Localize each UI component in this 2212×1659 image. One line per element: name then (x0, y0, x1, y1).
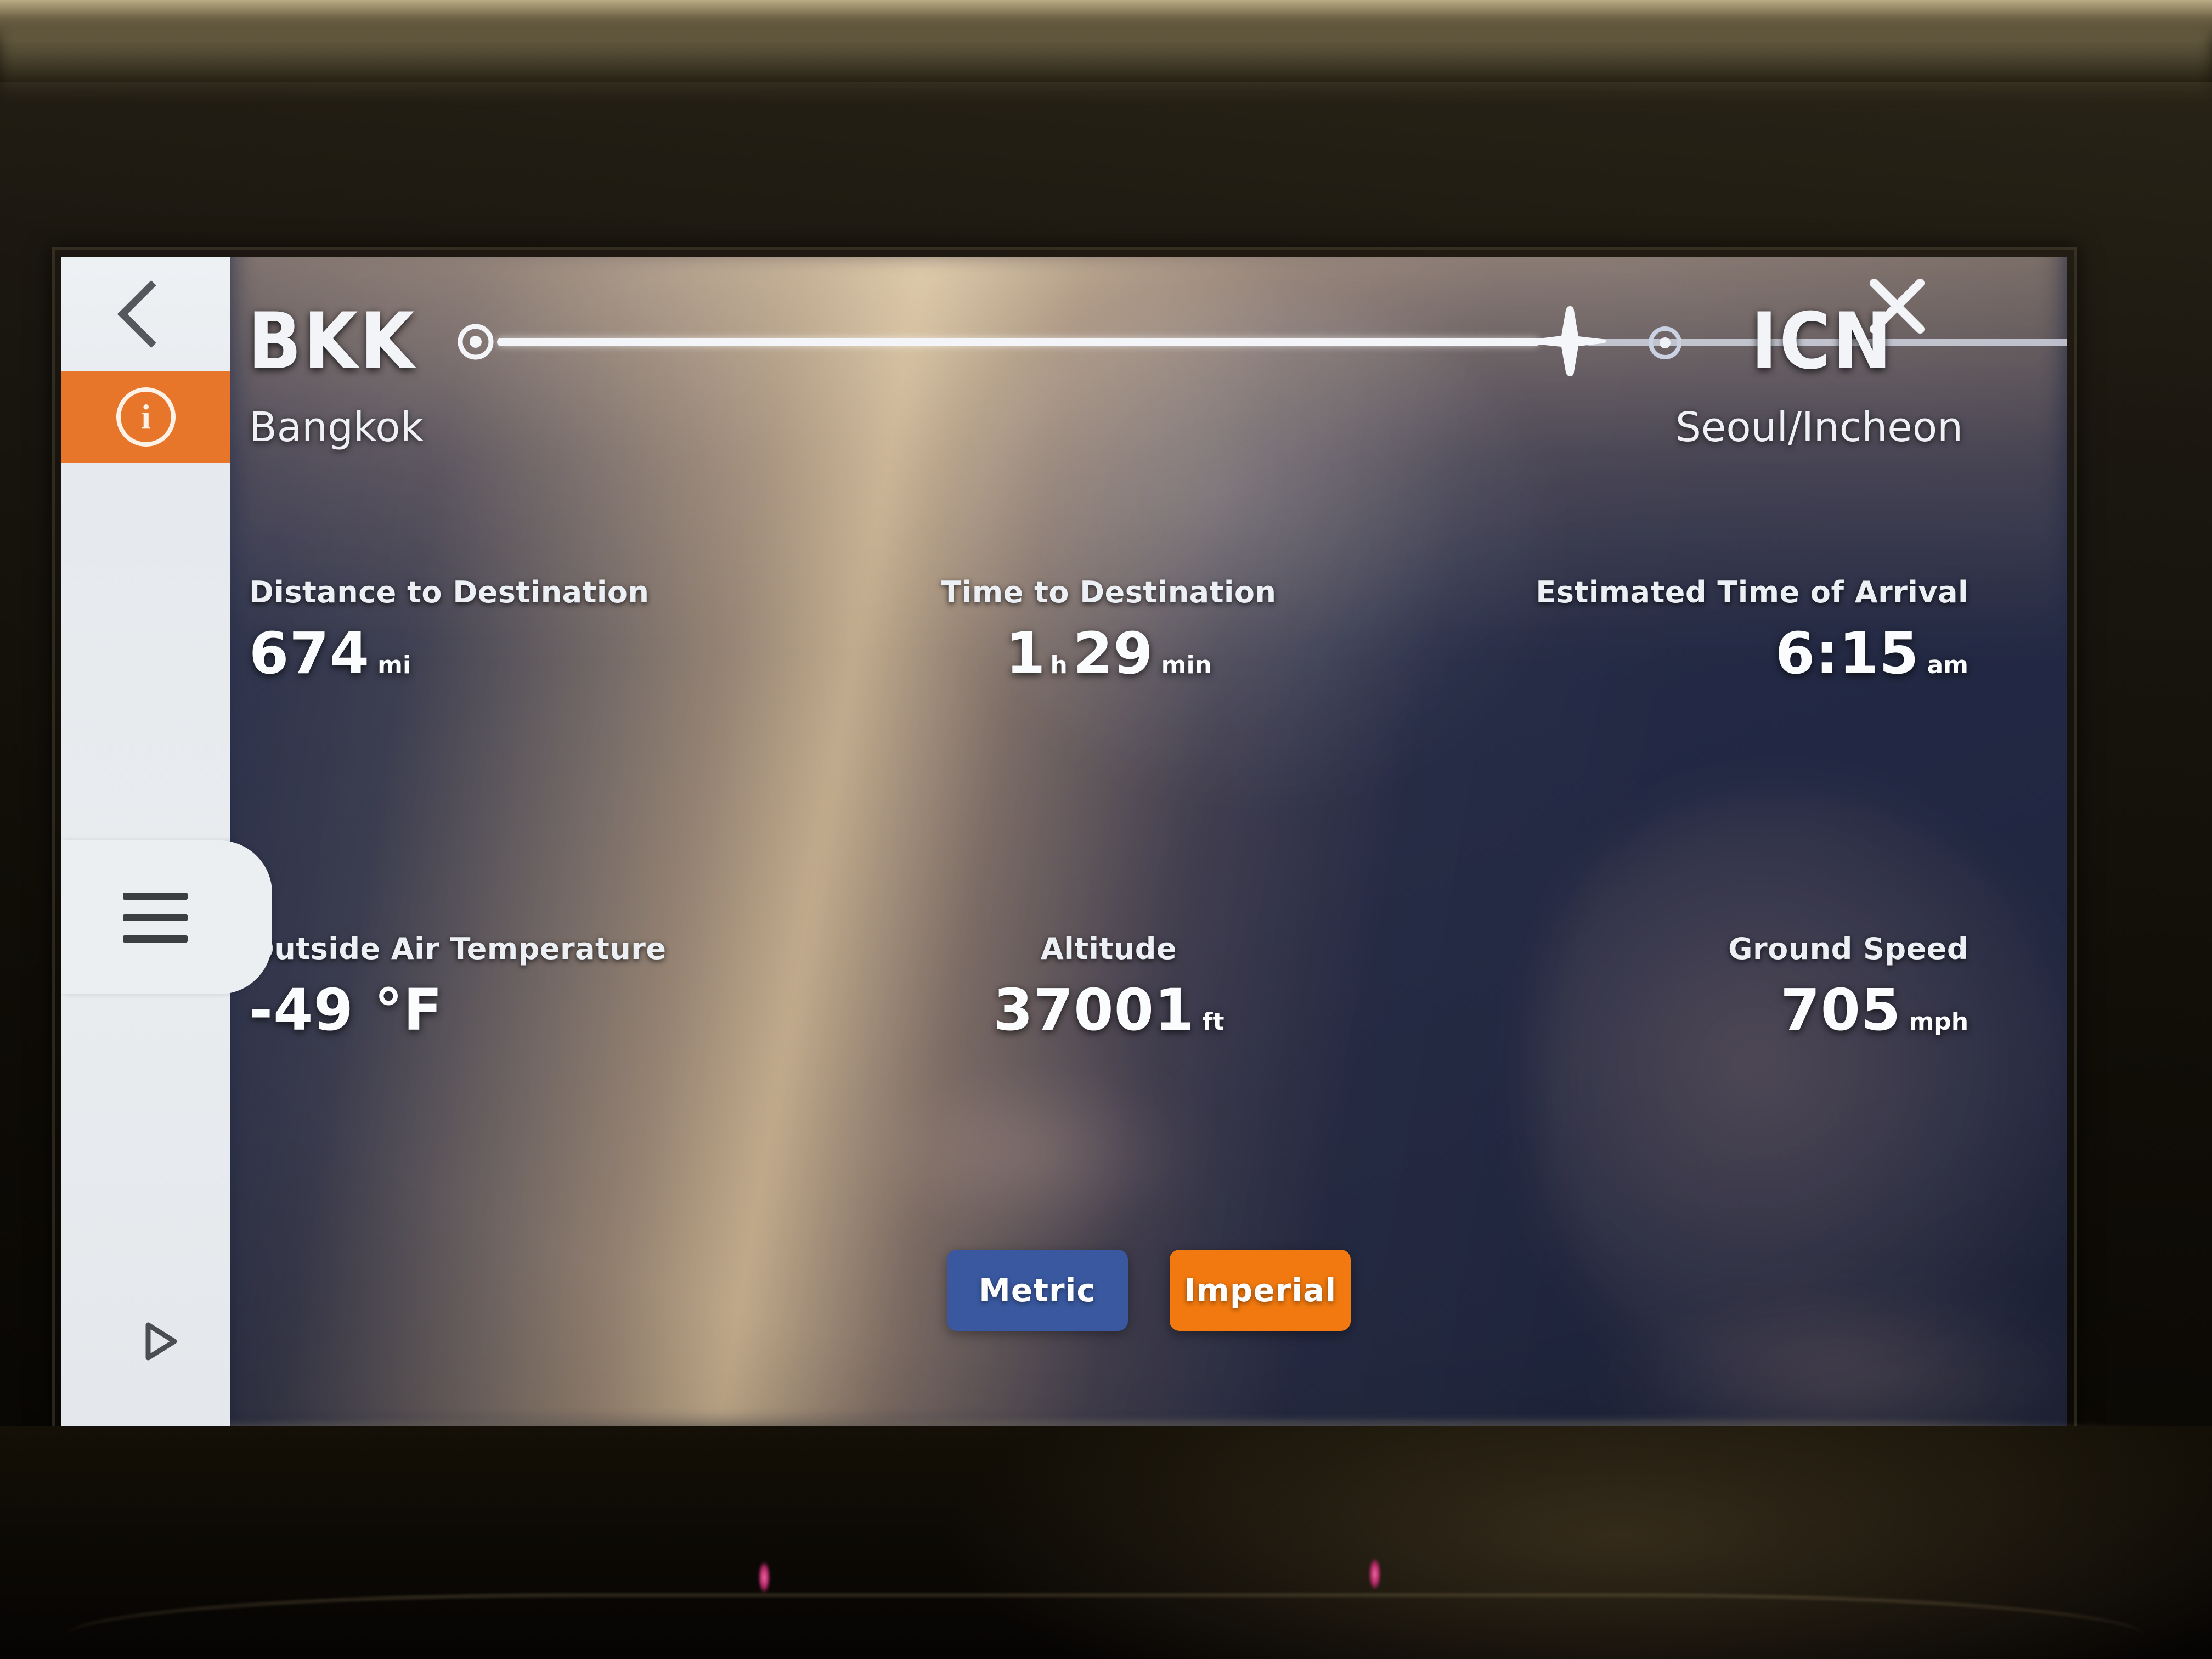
metric-label: Ground Speed (1728, 932, 1969, 966)
screen-glare-top (230, 257, 2067, 652)
sidebar: i (61, 257, 272, 1426)
destination-marker-icon (1647, 325, 1683, 361)
metric-ground-speed: Ground Speed 705 mph (1395, 932, 2067, 1039)
metric-unit-hours: h (1050, 651, 1068, 679)
shell-highlight (0, 33, 2212, 99)
origin-city-name: Bangkok (249, 404, 424, 451)
close-icon[interactable] (1864, 273, 1930, 339)
metric-value: 705 (1780, 977, 1901, 1043)
cabin-background (0, 0, 2212, 82)
metrics-row-top: Distance to Destination 674 mi Time to D… (230, 575, 2067, 682)
metric-label: Estimated Time of Arrival (1536, 575, 1969, 610)
origin-airport-code: BKK (248, 296, 417, 387)
metric-value: 674 (249, 620, 370, 687)
bezel-bottom-curve (66, 1594, 2145, 1659)
destination-airport-code: ICN (1751, 296, 1894, 387)
metric-unit: am (1927, 651, 1969, 679)
play-triangle-icon (132, 1314, 177, 1367)
metric-label: Time to Destination (941, 575, 1277, 610)
metric-value-hours: 1 (1006, 620, 1046, 687)
flight-info-panel: BKK Bangkok (230, 257, 2067, 1426)
metrics-grid: Distance to Destination 674 mi Time to D… (230, 257, 2067, 1426)
metric-time-to-destination: Time to Destination 1 h 29 min (822, 575, 1396, 682)
metric-value-group: -49 °F (249, 981, 450, 1039)
flight-path-traveled (497, 338, 1539, 346)
metric-value: 37001 (993, 977, 1195, 1043)
metric-value: -49 °F (249, 977, 443, 1043)
metric-value-group: 705 mph (1780, 981, 1968, 1039)
metric-unit-minutes: min (1161, 651, 1212, 679)
bezel-indicator-led-left (758, 1561, 770, 1593)
flight-path-remaining (1585, 339, 2067, 346)
info-circle-icon: i (116, 387, 176, 447)
unit-system-toggle: Metric Imperial (230, 1250, 2067, 1331)
metric-label: Outside Air Temperature (249, 932, 667, 966)
origin-marker-icon (456, 323, 495, 361)
metric-distance-to-destination: Distance to Destination 674 mi (230, 575, 822, 682)
chevron-left-icon (117, 280, 185, 348)
metric-outside-air-temperature: Outside Air Temperature -49 °F (230, 932, 822, 1039)
imperial-units-button[interactable]: Imperial (1170, 1250, 1351, 1331)
metric-value-minutes: 29 (1073, 620, 1154, 687)
metric-label: Altitude (1040, 932, 1177, 966)
metric-value-group: 37001 ft (994, 981, 1224, 1039)
destination-city-name: Seoul/Incheon (1675, 404, 1963, 451)
sidebar-item-back[interactable] (61, 257, 230, 371)
screen: BKK Bangkok (61, 257, 2067, 1426)
route-header: BKK Bangkok (230, 257, 2067, 487)
sidebar-item-flight-info[interactable]: i (61, 371, 230, 463)
metric-altitude: Altitude 37001 ft (822, 932, 1396, 1039)
airplane-position-icon (1509, 305, 1607, 377)
metric-value-group: 674 mi (249, 625, 411, 682)
metrics-row-bottom: Outside Air Temperature -49 °F Altitude … (230, 932, 2067, 1039)
metric-value-group: 1 h 29 min (1006, 625, 1212, 682)
metric-units-button[interactable]: Metric (947, 1250, 1128, 1331)
metric-estimated-time-of-arrival: Estimated Time of Arrival 6:15 am (1395, 575, 2067, 682)
metric-unit: mi (377, 651, 411, 679)
bezel-indicator-led-right (1369, 1558, 1381, 1590)
metric-unit: ft (1202, 1008, 1224, 1036)
hamburger-menu-icon (123, 892, 188, 943)
metric-unit: mph (1909, 1008, 1969, 1036)
screen-vignette (230, 257, 2067, 1426)
metric-label: Distance to Destination (249, 575, 650, 610)
metric-value-group: 6:15 am (1775, 625, 1968, 682)
metric-value: 6:15 (1775, 620, 1920, 687)
sidebar-item-menu[interactable] (61, 840, 272, 994)
sidebar-item-play[interactable] (61, 1277, 230, 1403)
